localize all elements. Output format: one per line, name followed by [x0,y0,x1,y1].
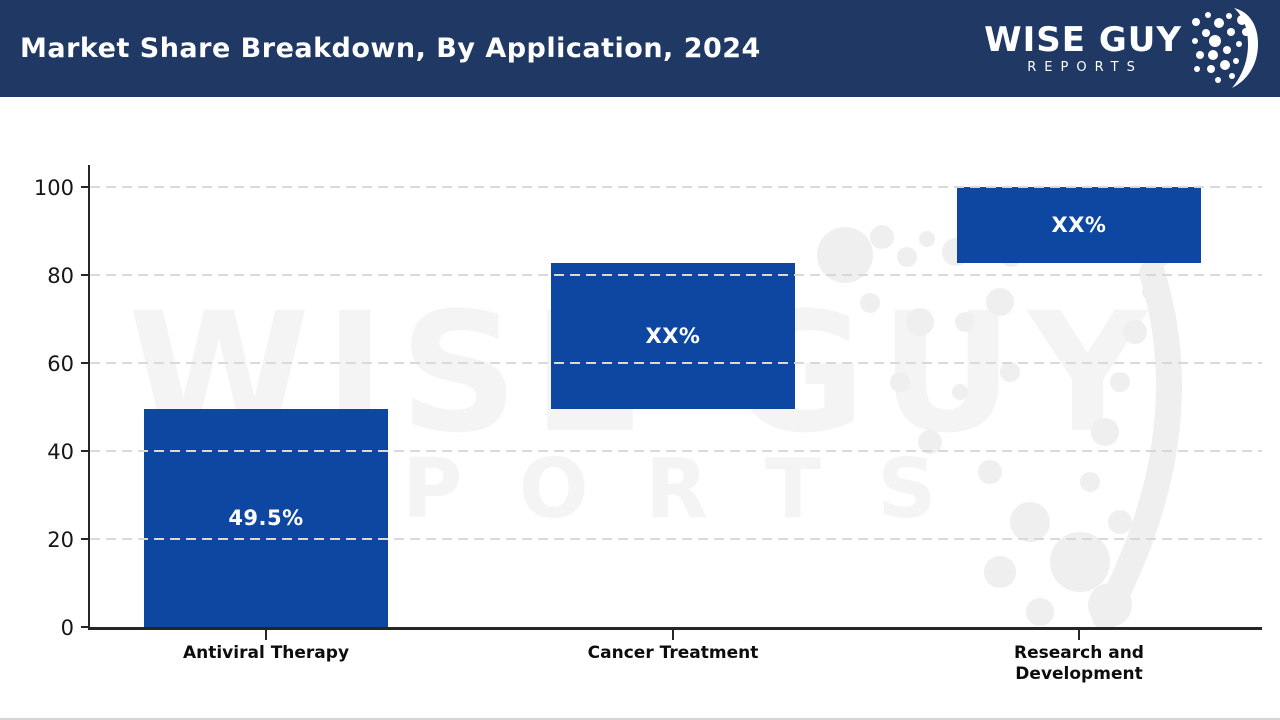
y-tick-label: 100 [33,176,74,200]
logo-title: WISE GUY [984,20,1182,61]
page-title: Market Share Breakdown, By Application, … [20,33,761,64]
y-tick-mark [81,362,88,364]
bar-value-label: 49.5% [228,506,304,531]
y-tick-label: 40 [47,440,74,464]
header-bar: Market Share Breakdown, By Application, … [0,0,1280,97]
bar-value-label: XX% [1051,213,1107,238]
gridline [90,450,1262,452]
logo-wordmark: WISE GUY REPORTS [984,20,1182,75]
y-tick-mark [81,186,88,188]
y-tick-label: 0 [60,616,74,640]
y-tick-mark [81,626,88,628]
bar-segment: XX% [551,263,795,410]
chart-area: WISE GUY R E P O R T S [0,97,1280,718]
y-tick-label: 80 [47,264,74,288]
y-tick-label: 20 [47,528,74,552]
gridline [90,274,1262,276]
logo-face-icon [1192,8,1258,88]
x-category-label: Cancer Treatment [587,643,759,663]
gridline [90,362,1262,364]
y-tick-mark [81,450,88,452]
x-tick-mark [672,630,674,640]
x-tick-mark [265,630,267,640]
x-category-label: Antiviral Therapy [182,643,350,663]
y-tick-label: 60 [47,352,74,376]
wiseguy-logo: WISE GUY REPORTS [984,6,1262,92]
bar-segment: 49.5% [144,409,388,627]
x-tick-mark [1078,630,1080,640]
gridline [90,186,1262,188]
x-category-label: Research and Development [1014,643,1144,685]
gridline [90,538,1262,540]
bar-value-label: XX% [645,324,701,349]
y-tick-mark [81,274,88,276]
bar-segment: XX% [957,187,1201,264]
plot-area: 0 20 40 60 80 100 49.5% Antiviral Therapy XX% Can… [34,165,1262,684]
y-tick-mark [81,538,88,540]
logo-subtitle: REPORTS [1027,59,1143,75]
